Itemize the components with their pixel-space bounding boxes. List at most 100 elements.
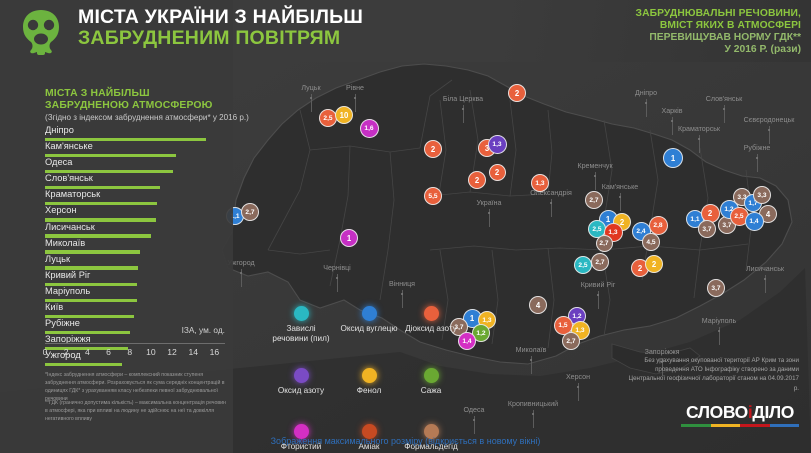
pollution-marker[interactable]: 1,3 (531, 174, 549, 192)
map-city-label: Україна (476, 199, 502, 207)
map-city-dot (768, 129, 770, 131)
legend-item[interactable]: Оксид азоту (268, 368, 334, 396)
pollution-marker[interactable]: 2,7 (241, 203, 259, 221)
pollution-marker[interactable]: 2,7 (562, 332, 580, 350)
chart-heading-line-2: ЗАБРУДНЕНОЮ АТМОСФЕРОЮ (45, 99, 213, 111)
map-city-label: Рубіжне (743, 144, 771, 152)
pollution-marker[interactable]: 4,5 (642, 233, 660, 251)
map-label-leader-line (474, 416, 475, 434)
map-city-label: Лисичанськ (745, 265, 785, 273)
map-city-dot (530, 359, 532, 361)
pollution-marker[interactable]: 10 (335, 106, 353, 124)
bar-fill (45, 234, 151, 238)
pollution-marker[interactable]: 2 (468, 171, 486, 189)
pollution-marker[interactable]: 1 (663, 148, 683, 168)
axis-tick: 4 (84, 347, 90, 357)
pollution-marker[interactable]: 5,5 (424, 187, 442, 205)
map-city-label: Олександрія (530, 189, 572, 197)
pollution-marker[interactable]: 2 (645, 255, 663, 273)
bar-track (45, 153, 225, 158)
pollution-marker[interactable]: 2,5 (574, 256, 592, 274)
legend-label: Сажа (420, 386, 442, 395)
pollution-marker[interactable]: 4 (529, 296, 547, 314)
map-city-dot (577, 386, 579, 388)
bar-track (45, 202, 225, 206)
pollution-marker[interactable]: 3,7 (707, 279, 725, 297)
footnote-gdk: **ГДК (гранично допустима кількість) – м… (45, 400, 226, 423)
legend-item[interactable]: Аміак (336, 424, 402, 452)
map-label-leader-line (241, 269, 242, 287)
slovo-i-dilo-logo[interactable]: СЛОВОіДІЛО (681, 402, 799, 427)
bar-track (45, 346, 225, 351)
bar-fill (45, 137, 206, 142)
logo-word-2: і (747, 402, 753, 422)
map-city-label: Кривий Ріг (580, 281, 616, 289)
bar-fill (45, 250, 141, 254)
left-chart-panel (0, 0, 233, 453)
map-city-label: Херсон (565, 373, 591, 381)
map-city-label: Ужгород (227, 259, 255, 267)
chart-heading-line-1: МІСТА З НАЙБІЛЬШ (45, 88, 150, 99)
source-note: Без урахування окупованої території АР К… (628, 357, 799, 392)
pollution-marker[interactable]: 2 (488, 163, 506, 181)
legend-item[interactable]: Оксид вуглецю (336, 306, 402, 334)
pollution-marker[interactable]: 2 (424, 140, 442, 158)
pollution-marker[interactable]: 2,5 (319, 109, 337, 127)
image-caption[interactable]: Зображення максимального розміру (відкри… (270, 436, 541, 446)
pollution-marker[interactable]: 1 (340, 229, 358, 247)
map-label-leader-line (337, 274, 338, 292)
map-label-leader-line (699, 135, 700, 153)
axis-tick: 6 (106, 347, 111, 357)
bar-row: Херсон (45, 205, 225, 222)
pollution-marker[interactable]: 2,8 (648, 215, 668, 235)
legend-color-swatch (361, 368, 377, 383)
footnote-iza: *Індекс забруднення атмосфери – комплекс… (45, 372, 225, 403)
pollution-marker[interactable]: 2,7 (591, 253, 609, 271)
map-city-dot (698, 138, 700, 140)
map-city-dot (473, 419, 475, 421)
map-city-label: Кропивницький (507, 400, 559, 408)
chart-heading: МІСТА З НАЙБІЛЬШ ЗАБРУДНЕНОЮ АТМОСФЕРОЮ … (45, 88, 249, 122)
bar-row: Слов'янськ (45, 173, 225, 190)
pollution-marker[interactable]: 3,7 (698, 220, 716, 238)
legend-item[interactable]: Завислі речовини (пил) (268, 306, 334, 345)
map-city-label: Рівне (346, 84, 364, 92)
bar-label: Кам'янське (45, 141, 93, 152)
pollution-marker[interactable]: 3,3 (753, 186, 771, 204)
map-label-leader-line (531, 356, 532, 374)
map-city-dot (723, 108, 725, 110)
map-city-label: Маріуполь (701, 317, 737, 325)
bar-fill (45, 266, 139, 270)
pollution-marker[interactable]: 2,7 (595, 234, 613, 252)
map-city-dot (488, 212, 490, 214)
logo-color-bar (681, 423, 799, 427)
right-header-title: ЗАБРУДНЮВАЛЬНІ РЕЧОВИНИ, ВМІСТ ЯКИХ В АТ… (636, 8, 801, 57)
pollution-marker[interactable]: 1,6 (359, 118, 379, 138)
pollution-marker[interactable]: 1,4 (458, 332, 476, 350)
pollution-marker[interactable]: 2,7 (585, 191, 603, 209)
map-city-label: Одеса (463, 406, 485, 414)
pollution-marker[interactable]: 1,3 (487, 134, 507, 154)
legend-item[interactable]: Фенол (336, 368, 402, 396)
legend-item[interactable]: Діоксид азоту (398, 306, 464, 334)
right-title-line-3: ПЕРЕВИЩУВАВ НОРМУ ГДК** (649, 32, 801, 44)
bar-fill (45, 330, 130, 335)
map-label-leader-line (355, 94, 356, 112)
axis-tick: 10 (146, 347, 156, 357)
bar-row: Миколаїв (45, 238, 225, 255)
bar-label: Ужгород (45, 350, 81, 361)
map-city-dot (310, 97, 312, 99)
map-city-dot (594, 175, 596, 177)
bar-label: Дніпро (45, 125, 74, 135)
bar-fill (45, 346, 128, 351)
bar-track (45, 137, 225, 142)
legend-item[interactable]: Сажа (398, 368, 464, 396)
map-city-label: Кременчук (577, 162, 613, 170)
pollution-marker[interactable]: 1,5 (553, 315, 573, 335)
bar-fill (45, 218, 157, 222)
map-city-label: Чернівці (323, 264, 351, 272)
pollution-marker[interactable]: 1,4 (744, 211, 764, 231)
pollution-marker[interactable]: 2 (508, 84, 526, 102)
bar-track (45, 298, 225, 303)
legend-item[interactable]: Формальдегід (398, 424, 464, 452)
